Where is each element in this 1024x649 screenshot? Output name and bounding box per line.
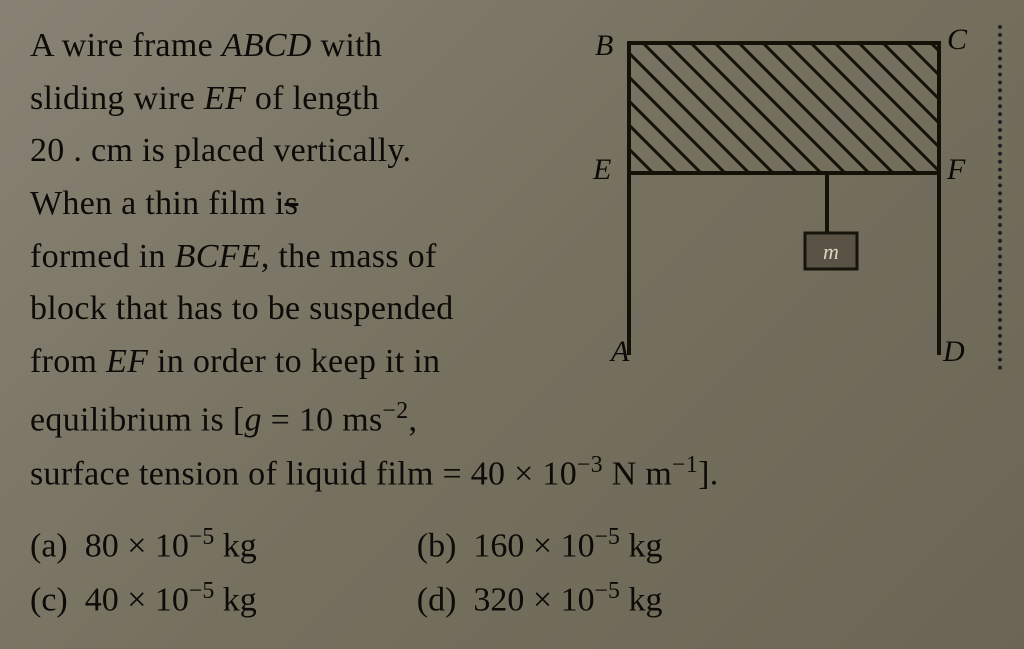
- opt-label: (c): [30, 581, 68, 618]
- text: formed in: [30, 238, 175, 275]
- page-surface: A wire frame ABCD with sliding wire EF o…: [0, 0, 1024, 649]
- text: sliding wire: [30, 80, 204, 117]
- opt-label: (b): [417, 527, 457, 564]
- text: 20 . cm is placed vertically.: [30, 132, 411, 169]
- opt-val: 320 × 10: [473, 581, 594, 618]
- text: with: [312, 27, 382, 64]
- text: = 10 ms: [262, 401, 383, 438]
- wire-name-2: EF: [106, 343, 148, 380]
- exp: −5: [189, 578, 214, 604]
- options: (a) 80 × 10−5 kg (b) 160 × 10−5 kg (c) 4…: [30, 519, 994, 627]
- label-E: E: [593, 153, 611, 187]
- opt-label: (a): [30, 527, 68, 564]
- diagram: m B C E F A D: [589, 25, 984, 370]
- text: block that has to be suspended: [30, 290, 454, 327]
- options-row-2: (c) 40 × 10−5 kg (d) 320 × 10−5 kg: [30, 573, 994, 627]
- opt-val: 160 × 10: [473, 527, 594, 564]
- options-row-1: (a) 80 × 10−5 kg (b) 160 × 10−5 kg: [30, 519, 994, 573]
- text: When a thin film i: [30, 185, 285, 222]
- label-D: D: [943, 335, 965, 369]
- text: , the mass of: [261, 238, 437, 275]
- problem-text-full: equilibrium is [g = 10 ms−2, surface ten…: [30, 389, 990, 501]
- svg-text:m: m: [823, 239, 839, 264]
- option-b: (b) 160 × 10−5 kg: [417, 519, 663, 573]
- opt-unit: kg: [214, 527, 257, 564]
- wire-name: EF: [204, 80, 246, 117]
- g-symbol: g: [244, 401, 261, 438]
- option-a: (a) 80 × 10−5 kg: [30, 519, 257, 573]
- text: A wire frame: [30, 27, 222, 64]
- text-struck: s: [285, 185, 299, 222]
- opt-val: 80 × 10: [85, 527, 189, 564]
- exp: −5: [189, 524, 214, 550]
- text: from: [30, 343, 106, 380]
- dotted-margin: [998, 25, 1002, 370]
- region-name: BCFE: [175, 238, 261, 275]
- text: ,: [408, 401, 417, 438]
- text: surface tension of liquid film = 40 × 10: [30, 455, 577, 492]
- text: ].: [698, 455, 718, 492]
- content-wrap: A wire frame ABCD with sliding wire EF o…: [30, 20, 994, 629]
- opt-unit: kg: [214, 581, 257, 618]
- label-B: B: [595, 29, 613, 63]
- text: of length: [246, 80, 379, 117]
- exp: −2: [383, 398, 409, 424]
- exp: −1: [672, 452, 698, 478]
- opt-label: (d): [417, 581, 457, 618]
- exp: −5: [595, 578, 620, 604]
- option-d: (d) 320 × 10−5 kg: [417, 573, 663, 627]
- diagram-svg: m: [589, 25, 984, 370]
- exp: −5: [595, 524, 620, 550]
- text: N m: [603, 455, 672, 492]
- option-c: (c) 40 × 10−5 kg: [30, 573, 257, 627]
- label-F: F: [947, 153, 965, 187]
- text: equilibrium is [: [30, 401, 244, 438]
- opt-unit: kg: [620, 527, 663, 564]
- frame-name: ABCD: [222, 27, 312, 64]
- exp: −3: [577, 452, 603, 478]
- opt-val: 40 × 10: [85, 581, 189, 618]
- label-A: A: [611, 335, 629, 369]
- text: in order to keep it in: [148, 343, 440, 380]
- opt-unit: kg: [620, 581, 663, 618]
- label-C: C: [947, 23, 967, 57]
- problem-text-left: A wire frame ABCD with sliding wire EF o…: [30, 20, 575, 389]
